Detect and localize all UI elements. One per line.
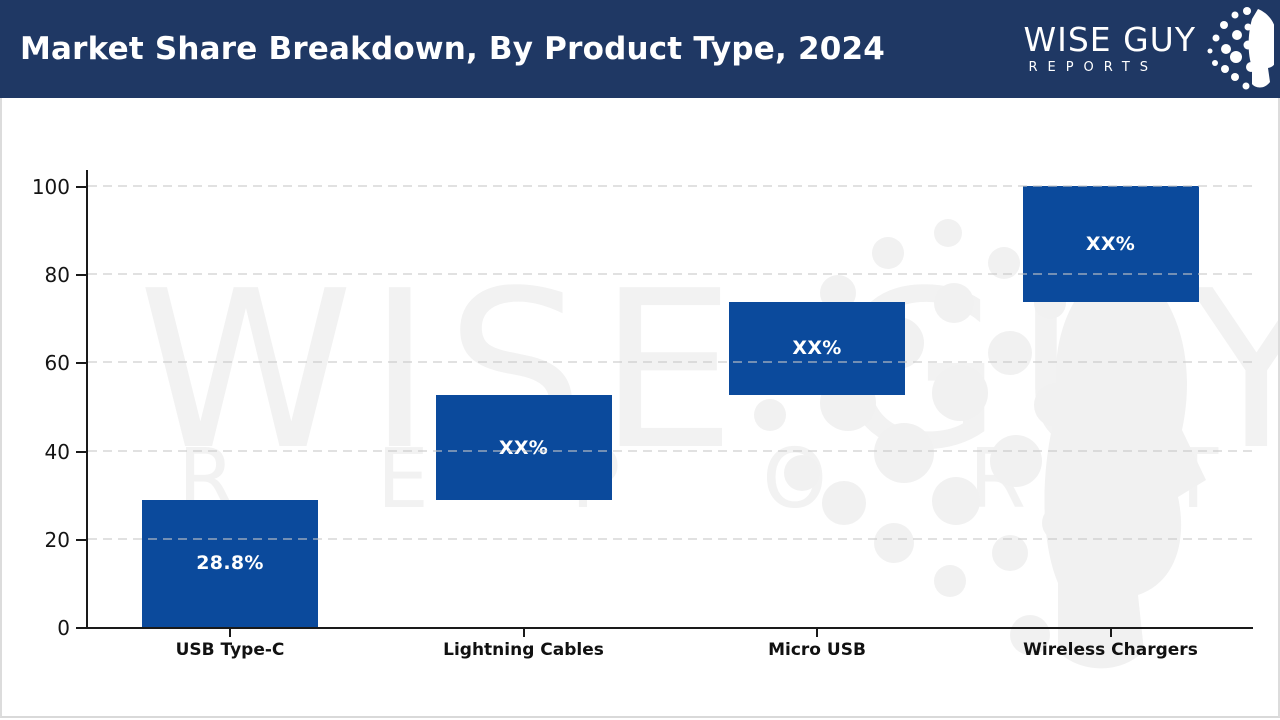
y-tick-label-20: 20 [44,527,70,552]
bar-value-label-micro-usb: XX% [792,337,842,360]
y-tick-label-60: 60 [44,351,70,376]
x-tick-lightning-cables [522,629,525,637]
page-title: Market Share Breakdown, By Product Type,… [20,31,886,67]
logo-wordmark: WISE GUY REPORTS [1023,20,1196,76]
bar-value-label-wireless-chargers: XX% [1085,232,1136,255]
y-tick-label-80: 80 [44,263,70,288]
header: Market Share Breakdown, By Product Type,… [0,0,1280,98]
y-tick-0 [76,627,86,629]
y-tick-label-0: 0 [57,616,70,640]
y-tick-label-40: 40 [44,439,70,464]
x-category-label-lightning-cables: Lightning Cables [443,640,604,660]
bar-usb-type-c[interactable]: 28.8% [142,499,318,627]
y-tick-100 [76,186,86,188]
y-tick-80 [76,274,86,277]
x-tick-usb-type-c [229,629,231,637]
y-tick-label-100: 100 [31,175,70,199]
wise-guy-logo: WISE GUY REPORTS [1023,0,1274,98]
bar-value-label-lightning-cables: XX% [498,436,549,459]
logo-wordmark-line1: WISE GUY [1023,20,1196,59]
y-tick-40 [76,450,86,453]
y-tick-60 [76,362,86,365]
bar-value-label-usb-type-c: 28.8% [196,552,264,575]
logo-wordmark-line2: REPORTS [1028,60,1159,75]
bar-wireless-chargers[interactable]: XX% [1022,186,1199,302]
bar-micro-usb[interactable]: XX% [729,301,905,396]
bar-lightning-cables[interactable]: XX% [435,395,612,500]
y-axis-line [86,170,88,629]
logo-head-icon [1207,7,1274,90]
y-tick-20 [76,538,86,541]
x-category-label-usb-type-c: USB Type-C [175,640,285,660]
